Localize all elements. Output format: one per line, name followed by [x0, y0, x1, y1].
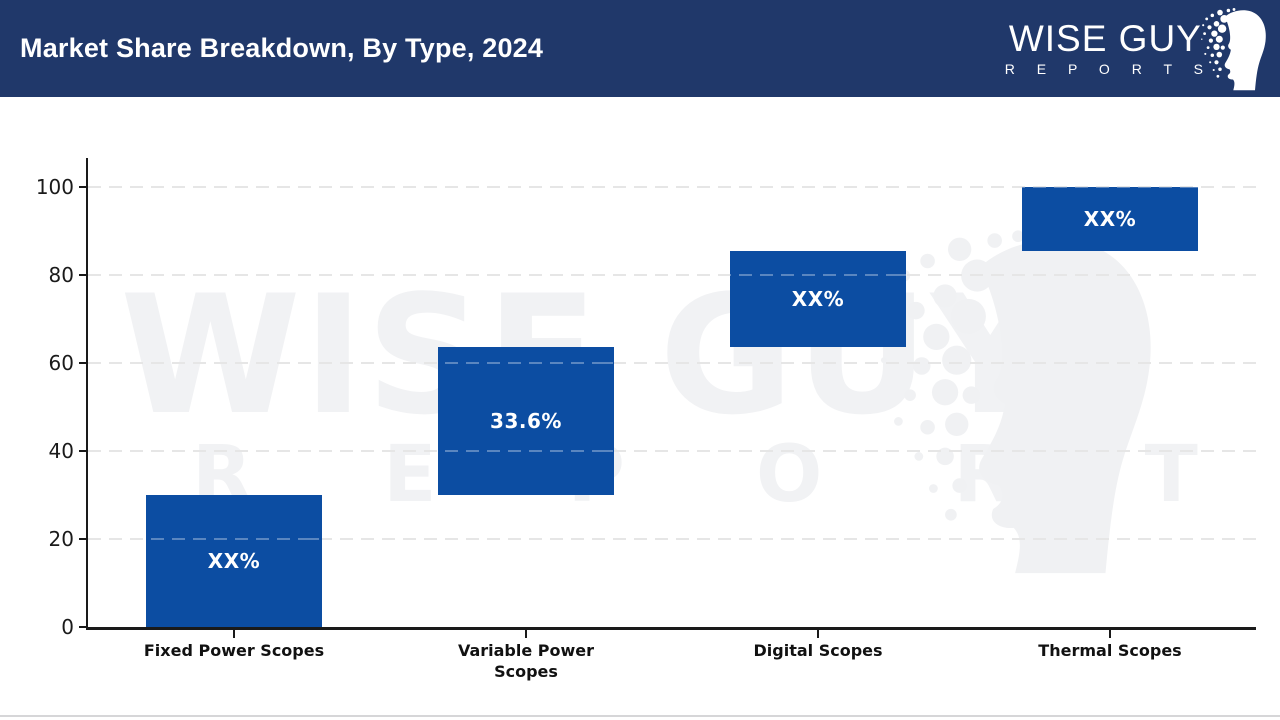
x-category-label: Digital Scopes — [753, 641, 883, 660]
gridline — [88, 362, 1256, 364]
gridline — [88, 450, 1256, 452]
chart-bar: 33.6% — [438, 347, 614, 495]
gridline-overlay — [730, 273, 906, 276]
y-tick-label: 60 — [48, 351, 74, 375]
y-axis-line — [86, 158, 88, 630]
x-category-label: Fixed Power Scopes — [143, 641, 325, 660]
chart-title: Market Share Breakdown, By Type, 2024 — [20, 33, 544, 63]
x-axis-line — [86, 627, 1256, 630]
y-tick-mark — [79, 538, 88, 540]
bottom-divider — [0, 715, 1280, 717]
bar-value-label: XX% — [207, 549, 261, 573]
y-tick-label: 40 — [48, 439, 74, 463]
x-tick-mark — [1109, 630, 1111, 638]
brand-logo-text: WISE GUY R E P O R T S — [999, 18, 1212, 77]
y-tick-mark — [79, 362, 88, 364]
gridline-overlay — [146, 538, 322, 540]
bar-value-label: XX% — [1083, 206, 1137, 231]
gridline-overlay — [438, 449, 614, 452]
y-tick-mark — [79, 626, 88, 628]
gridline — [88, 274, 1256, 276]
bar-value-label: 33.6% — [490, 409, 562, 434]
gridline — [88, 538, 1256, 540]
gridline-overlay — [1022, 187, 1198, 188]
y-tick-mark — [79, 274, 88, 276]
gridline-overlay — [438, 361, 614, 364]
chart-bar: XX% — [730, 250, 906, 348]
x-tick-mark — [233, 630, 235, 638]
y-tick-mark — [79, 186, 88, 188]
y-tick-label: 20 — [48, 527, 74, 551]
bar-value-label: XX% — [791, 286, 845, 311]
chart-bar: XX% — [1022, 187, 1198, 251]
brand-logo: WISE GUY R E P O R T S — [999, 7, 1270, 91]
x-tick-mark — [525, 630, 527, 638]
header-bar: Market Share Breakdown, By Type, 2024 WI… — [0, 0, 1280, 97]
x-category-label: Variable Power Scopes — [457, 641, 595, 681]
chart-bar: XX% — [146, 495, 322, 627]
gridline — [88, 186, 1256, 188]
logo-wordmark: WISE GUY — [1008, 18, 1202, 60]
y-tick-label: 0 — [61, 615, 74, 639]
x-category-label: Thermal Scopes — [1038, 641, 1182, 660]
y-tick-label: 80 — [48, 263, 74, 287]
x-tick-mark — [817, 630, 819, 638]
y-tick-label: 100 — [35, 175, 74, 199]
y-tick-mark — [79, 450, 88, 452]
logo-subtext: R E P O R T S — [1004, 60, 1212, 77]
